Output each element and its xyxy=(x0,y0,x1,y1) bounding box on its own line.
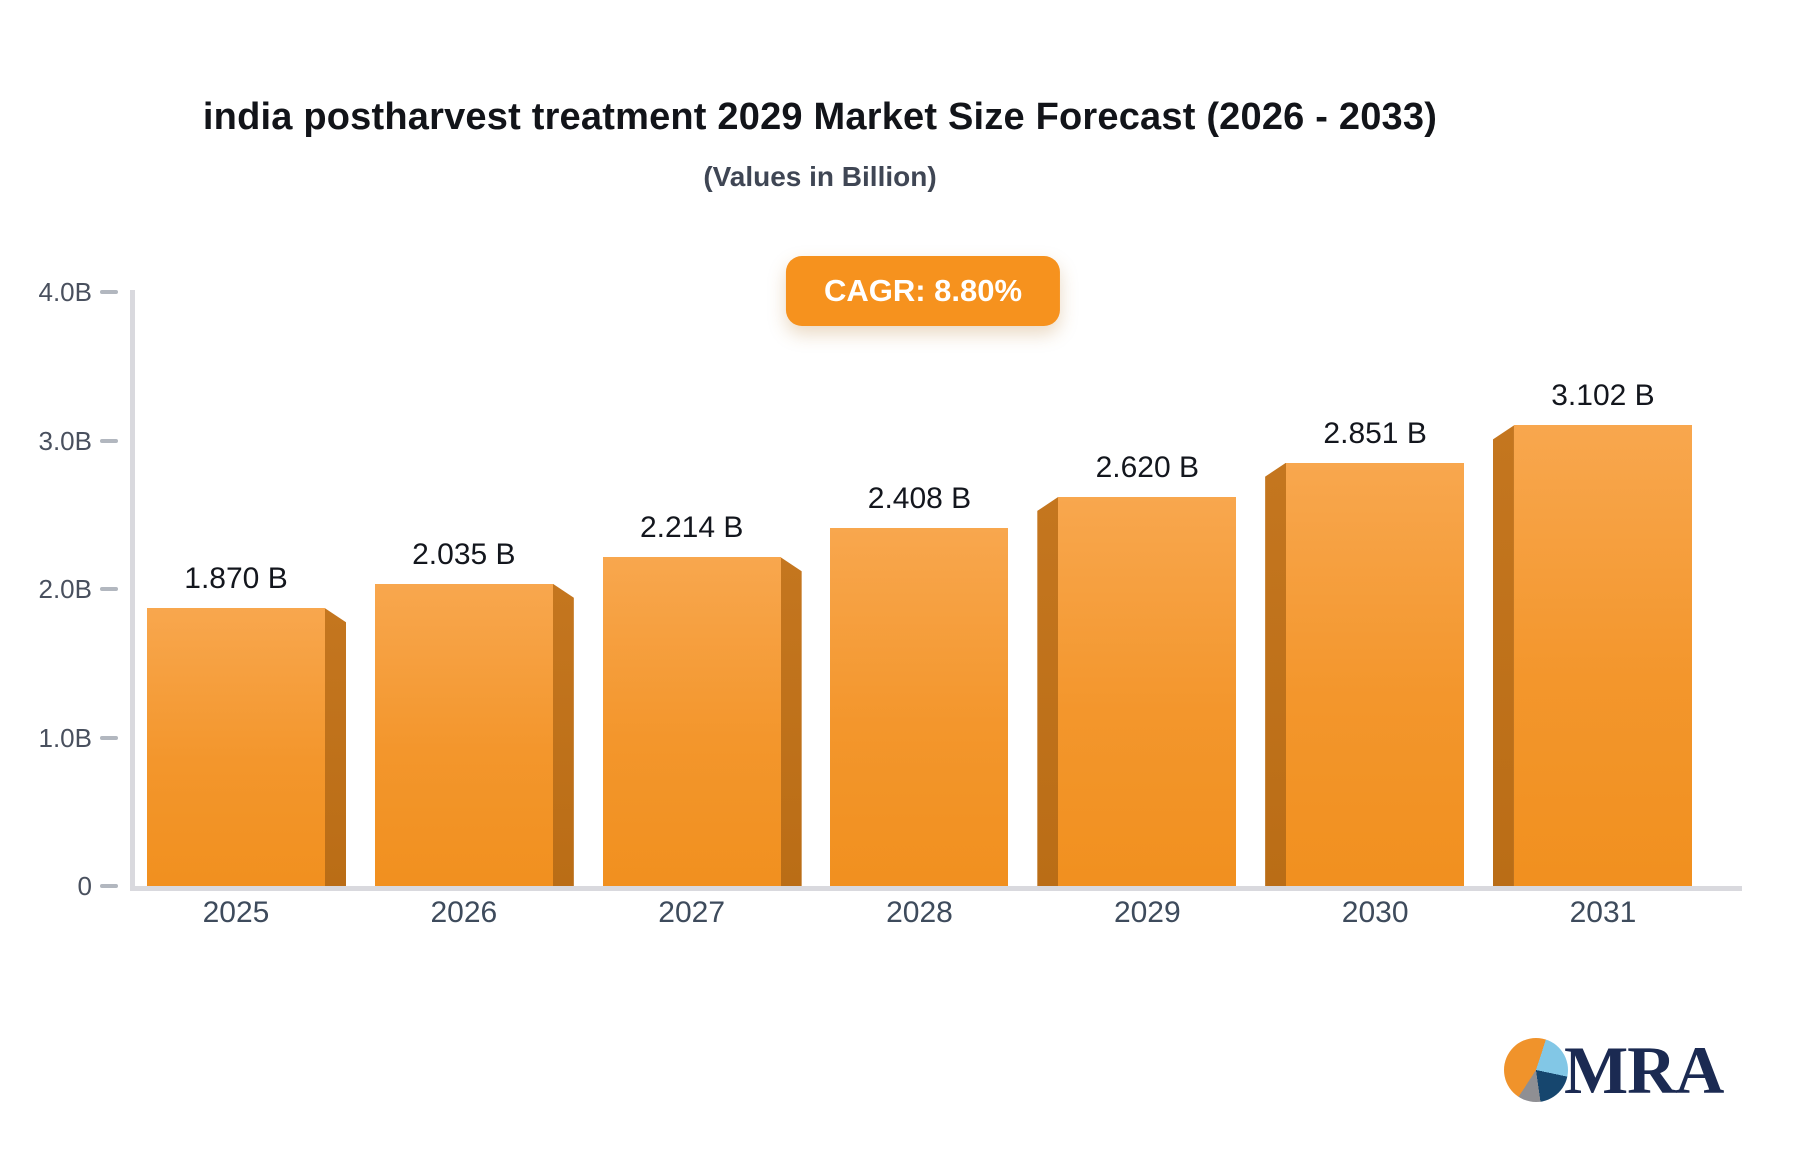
bar-value-label: 2.214 B xyxy=(639,511,744,545)
bar-3d-side xyxy=(1037,496,1059,886)
y-axis-tick-mark xyxy=(100,735,118,740)
x-axis-tick-label: 2029 xyxy=(1113,896,1181,929)
pie-chart-icon xyxy=(1504,1038,1568,1102)
bar-3d-side xyxy=(325,608,346,886)
y-axis-tick-label: 1.0B xyxy=(38,722,93,753)
y-axis-tick-label: 4.0B xyxy=(38,277,93,307)
y-axis-tick-mark xyxy=(100,884,118,888)
chart-header: india postharvest treatment 2029 Market … xyxy=(0,0,1640,193)
y-axis-tick-label: 2.0B xyxy=(38,574,93,604)
bar-2029 xyxy=(1058,496,1237,886)
bar-3d-side xyxy=(780,557,802,886)
bar-3d-side xyxy=(1492,425,1514,886)
x-axis-tick-label: 2027 xyxy=(658,896,726,929)
mra-logo: MRA xyxy=(1504,1032,1724,1108)
bar-value-label: 3.102 B xyxy=(1551,379,1655,413)
y-axis-tick-mark xyxy=(100,587,118,591)
x-axis-tick-label: 2025 xyxy=(202,896,270,929)
x-axis-tick-label: 2026 xyxy=(430,896,498,929)
bar-value-label: 1.870 B xyxy=(184,562,288,596)
bar-2026 xyxy=(374,583,553,886)
bar-value-label: 2.408 B xyxy=(867,482,972,516)
chart-title: india postharvest treatment 2029 Market … xyxy=(202,96,1438,138)
y-axis-line xyxy=(130,290,135,891)
logo-text: MRA xyxy=(1564,1032,1724,1108)
x-axis-tick-label: 2031 xyxy=(1569,896,1637,929)
bar-2028 xyxy=(830,528,1009,886)
x-axis-line xyxy=(130,886,1742,891)
bar-2031 xyxy=(1513,425,1692,886)
y-axis-tick-label: 3.0B xyxy=(38,425,93,456)
bar-3d-side xyxy=(1265,462,1287,886)
bar-2027 xyxy=(602,557,781,886)
bar-value-label: 2.620 B xyxy=(1095,450,1200,484)
y-axis-tick-mark xyxy=(100,438,118,443)
bar-2025 xyxy=(147,608,325,886)
x-axis-tick-label: 2028 xyxy=(886,896,953,929)
bar-3d-side xyxy=(552,583,574,886)
chart-subtitle: (Values in Billion) xyxy=(703,161,937,192)
x-axis-tick-label: 2030 xyxy=(1341,896,1409,929)
bar-2030 xyxy=(1286,462,1465,886)
bar-value-label: 2.035 B xyxy=(412,537,516,571)
y-axis-tick-label: 0 xyxy=(77,871,92,901)
y-axis-tick-mark xyxy=(100,290,118,294)
bar-value-label: 2.851 B xyxy=(1323,416,1427,450)
cagr-badge: CAGR: 8.80% xyxy=(785,256,1061,326)
